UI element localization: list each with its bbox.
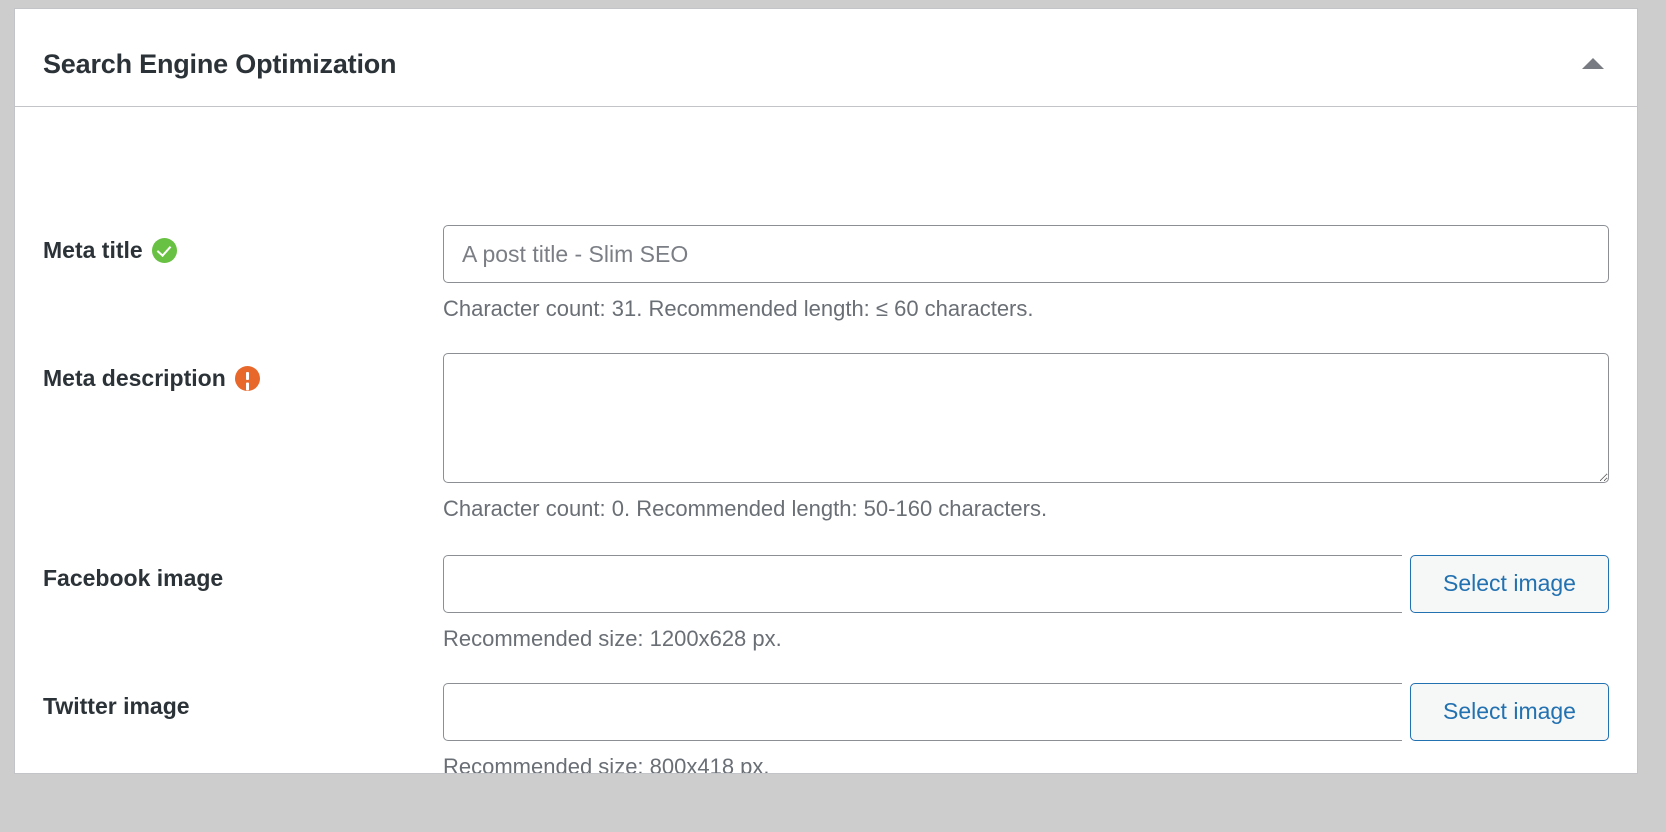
control-meta-title: Character count: 31. Recommended length:… [443, 225, 1609, 322]
label-twitter-image-text: Twitter image [43, 693, 190, 719]
facebook-image-group: Select image [443, 555, 1609, 613]
facebook-select-image-button[interactable]: Select image [1410, 555, 1609, 613]
twitter-image-input[interactable] [443, 683, 1402, 741]
check-circle-icon [151, 238, 177, 263]
label-facebook-image-text: Facebook image [43, 565, 224, 591]
twitter-image-group: Select image [443, 683, 1609, 741]
caret-up-icon[interactable] [1575, 45, 1611, 81]
caret-shape [1582, 57, 1604, 69]
facebook-image-help: Recommended size: 1200x628 px. [443, 626, 782, 651]
seo-metabox: Search Engine Optimization Meta title Ch… [14, 8, 1638, 774]
label-meta-title: Meta title [43, 237, 177, 264]
meta-description-help: Character count: 0. Recommended length: … [443, 496, 1048, 521]
exclamation-circle-icon [234, 366, 260, 391]
control-meta-description: Character count: 0. Recommended length: … [443, 353, 1609, 522]
label-meta-description: Meta description [43, 365, 260, 392]
meta-title-help: Character count: 31. Recommended length:… [443, 296, 1034, 321]
label-meta-title-text: Meta title [43, 237, 143, 263]
label-twitter-image: Twitter image [43, 693, 190, 720]
twitter-image-help: Recommended size: 800x418 px. [443, 754, 770, 774]
label-meta-description-text: Meta description [43, 365, 226, 391]
control-twitter-image: Select image Recommended size: 800x418 p… [443, 683, 1609, 774]
meta-description-textarea[interactable] [443, 353, 1609, 483]
control-facebook-image: Select image Recommended size: 1200x628 … [443, 555, 1609, 652]
twitter-select-image-button[interactable]: Select image [1410, 683, 1609, 741]
facebook-image-input[interactable] [443, 555, 1402, 613]
label-facebook-image: Facebook image [43, 565, 223, 592]
page-title: Search Engine Optimization [43, 49, 397, 79]
meta-title-input[interactable] [443, 225, 1609, 283]
metabox-header[interactable]: Search Engine Optimization [15, 9, 1637, 107]
